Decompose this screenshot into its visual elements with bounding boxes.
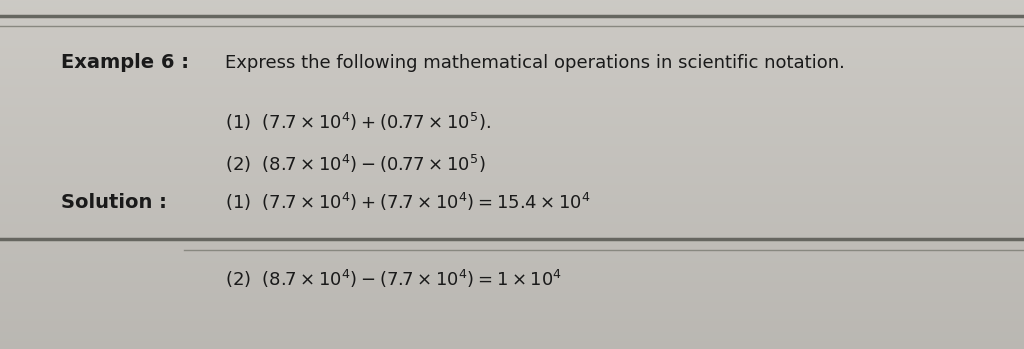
Text: (1)  $(7.7 \times 10^4) + (0.77 \times 10^5).$: (1) $(7.7 \times 10^4) + (0.77 \times 10… bbox=[225, 111, 492, 133]
Text: (1)  $(7.7 \times 10^4) + (7.7 \times 10^4) = 15.4 \times 10^4$: (1) $(7.7 \times 10^4) + (7.7 \times 10^… bbox=[225, 191, 591, 214]
Text: Example 6 :: Example 6 : bbox=[61, 53, 189, 72]
Text: Solution :: Solution : bbox=[61, 193, 167, 212]
Text: (2)  $(8.7 \times 10^4) - (0.77 \times 10^5)$: (2) $(8.7 \times 10^4) - (0.77 \times 10… bbox=[225, 153, 485, 175]
Text: (2)  $(8.7 \times 10^4) - (7.7 \times 10^4) = 1 \times 10^4$: (2) $(8.7 \times 10^4) - (7.7 \times 10^… bbox=[225, 268, 562, 290]
Text: Express the following mathematical operations in scientific notation.: Express the following mathematical opera… bbox=[225, 54, 845, 72]
